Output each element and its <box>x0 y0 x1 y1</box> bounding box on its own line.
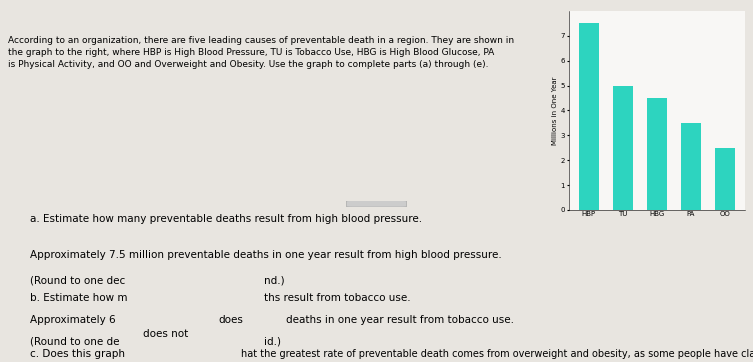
Text: ths result from tobacco use.: ths result from tobacco use. <box>264 293 410 303</box>
Text: deaths in one year result from tobacco use.: deaths in one year result from tobacco u… <box>286 315 514 325</box>
Text: does: does <box>218 315 243 325</box>
Text: does not: does not <box>143 329 188 340</box>
Text: id.): id.) <box>264 337 281 347</box>
Bar <box>579 23 599 210</box>
Text: (Round to one dec: (Round to one dec <box>30 275 125 285</box>
Text: hat the greatest rate of preventable death comes from overweight and obesity, as: hat the greatest rate of preventable dea… <box>241 349 753 359</box>
Text: b. Estimate how m: b. Estimate how m <box>30 293 127 303</box>
Text: nd.): nd.) <box>264 275 284 285</box>
Bar <box>647 98 667 210</box>
Bar <box>715 148 735 210</box>
Text: c. Does this graph: c. Does this graph <box>30 349 125 359</box>
Text: Approximately 6: Approximately 6 <box>30 315 116 325</box>
Text: a. Estimate how many preventable deaths result from high blood pressure.: a. Estimate how many preventable deaths … <box>30 214 422 224</box>
Bar <box>681 123 701 210</box>
Y-axis label: Millions in One Year: Millions in One Year <box>552 76 558 145</box>
FancyBboxPatch shape <box>346 201 407 207</box>
Text: (Round to one de: (Round to one de <box>30 337 120 347</box>
Text: Approximately 7.5 million preventable deaths in one year result from high blood : Approximately 7.5 million preventable de… <box>30 250 501 260</box>
Text: According to an organization, there are five leading causes of preventable death: According to an organization, there are … <box>8 36 514 69</box>
Bar <box>613 85 633 210</box>
